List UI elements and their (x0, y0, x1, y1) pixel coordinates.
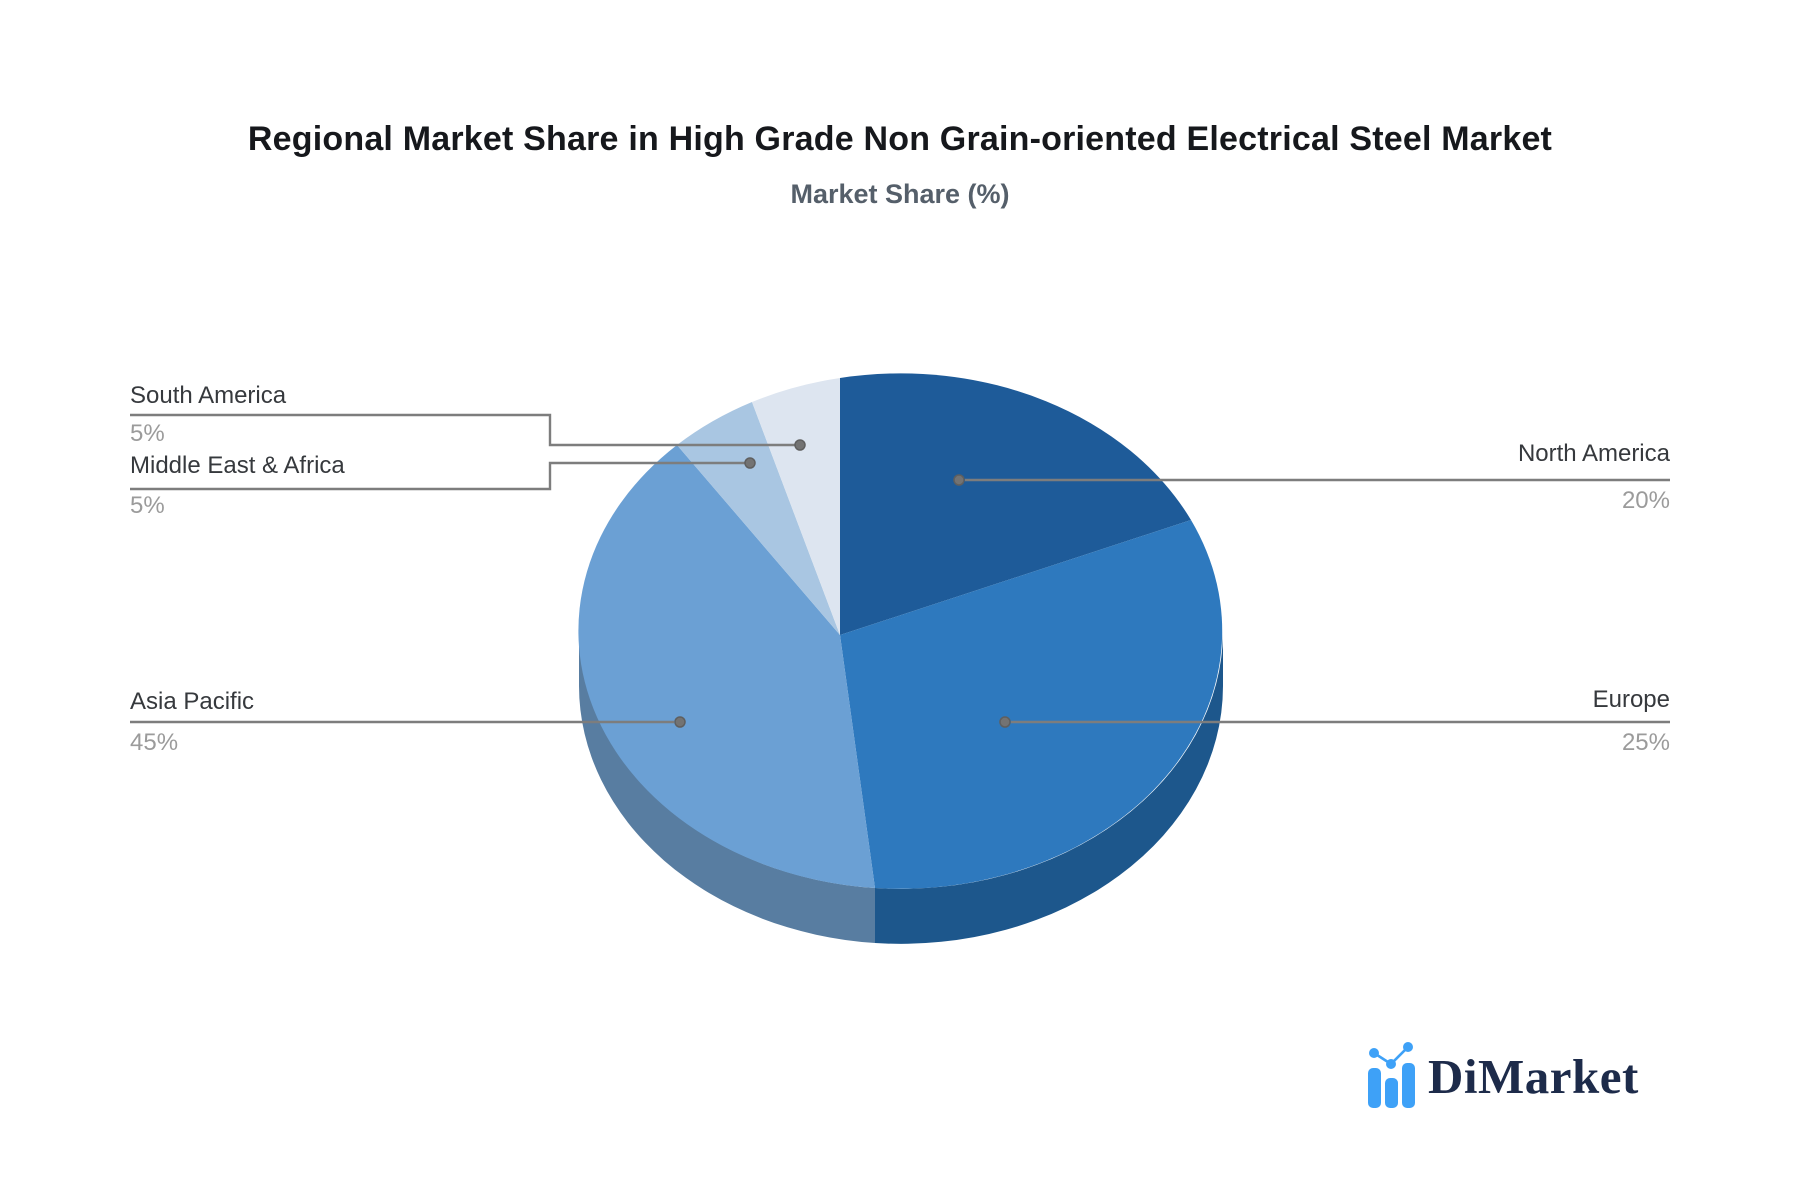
slice-label-south-america: South America (130, 382, 287, 409)
slice-value-asia-pacific: 45% (130, 729, 179, 756)
slice-label-middle-east-africa: Middle East & Africa (130, 452, 345, 479)
connector-south-america (130, 413, 795, 447)
pie-slice-side-asia-pacific (579, 631, 875, 943)
chart-title: Regional Market Share in High Grade Non … (247, 120, 1553, 158)
slice-value-north-america: 20% (1621, 487, 1670, 514)
slice-label-europe: Europe (1592, 686, 1670, 713)
connector-dot-middle-east-africa (744, 457, 756, 469)
pie-slice-europe[interactable] (840, 520, 1223, 889)
connector-dot-europe (999, 716, 1011, 728)
connector-dot-asia-pacific (674, 716, 686, 728)
pie-slice-south-america[interactable] (752, 378, 840, 635)
slice-value-europe: 25% (1621, 729, 1670, 756)
slice-label-asia-pacific: Asia Pacific (130, 688, 255, 715)
pie-slice-middle-east-africa[interactable] (677, 402, 840, 635)
chart-subtitle: Market Share (%) (790, 179, 1010, 209)
slice-label-north-america: North America (1517, 440, 1670, 467)
connector-dot-north-america (953, 474, 965, 486)
connector-dot-south-america (794, 439, 806, 451)
pie-slice-asia-pacific[interactable] (578, 445, 875, 888)
bar-chart-with-trend-icon (1368, 1042, 1415, 1108)
connector-middle-east-africa (130, 461, 745, 491)
slice-value-middle-east-africa: 5% (130, 492, 165, 519)
slice-value-south-america: 5% (130, 420, 165, 447)
dimarket-logo: DiMarket (1366, 1040, 1676, 1112)
logo-wordmark: DiMarket (1428, 1049, 1639, 1104)
pie-slice-north-america[interactable] (840, 373, 1191, 635)
pie-slice-side-europe (875, 631, 1223, 944)
